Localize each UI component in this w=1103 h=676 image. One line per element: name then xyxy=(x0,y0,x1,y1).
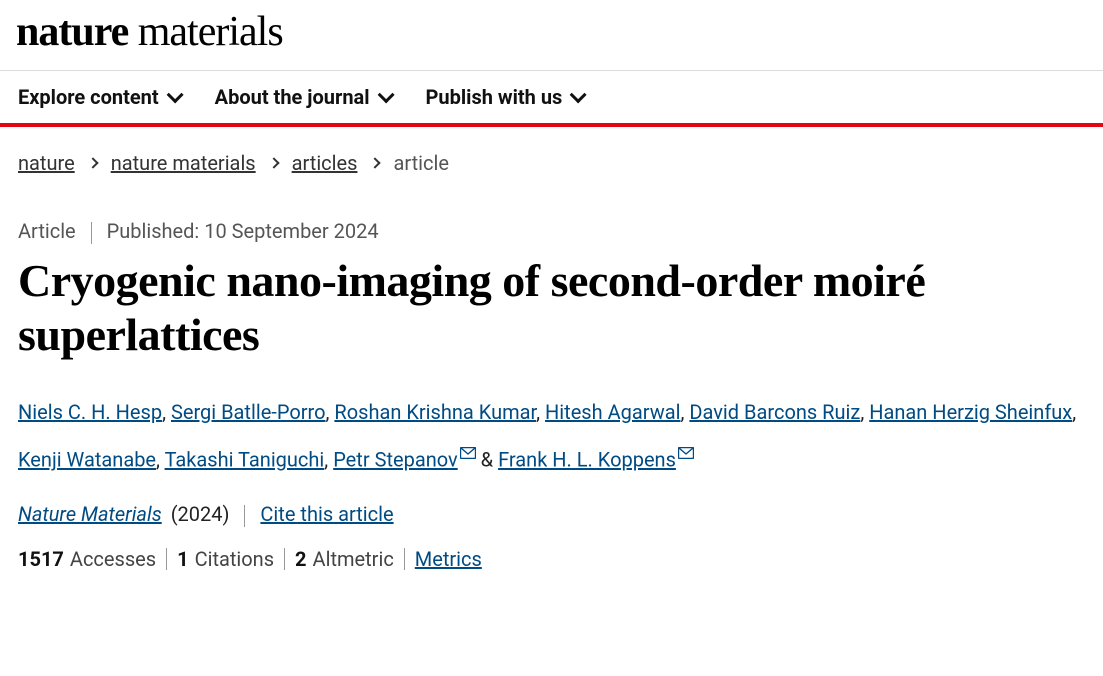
cite-article-link[interactable]: Cite this article xyxy=(260,502,393,526)
mail-icon[interactable] xyxy=(678,432,694,472)
author-link[interactable]: Sergi Batlle-Porro xyxy=(171,400,326,424)
separator xyxy=(244,505,245,527)
chevron-right-icon xyxy=(87,157,98,168)
chevron-right-icon xyxy=(268,157,279,168)
separator xyxy=(404,548,405,570)
breadcrumb: nature nature materials articles article xyxy=(0,127,1103,183)
separator xyxy=(91,222,92,244)
author-link[interactable]: Niels C. H. Hesp xyxy=(18,400,162,424)
author-link[interactable]: Hitesh Agarwal xyxy=(545,400,680,424)
citations-count: 1 xyxy=(177,547,188,571)
breadcrumb-link-nature-materials[interactable]: nature materials xyxy=(111,151,256,175)
brand-bold: nature xyxy=(16,9,128,55)
altmetric-label: Altmetric xyxy=(313,547,394,571)
chevron-right-icon xyxy=(370,157,381,168)
chevron-down-icon xyxy=(166,86,183,103)
journal-name-link[interactable]: Nature Materials xyxy=(18,502,162,526)
author-link[interactable]: Kenji Watanabe xyxy=(18,448,156,472)
citations-label: Citations xyxy=(195,547,274,571)
author-link[interactable]: Hanan Herzig Sheinfux xyxy=(869,400,1072,424)
author-link[interactable]: Frank H. L. Koppens xyxy=(498,448,676,472)
breadcrumb-link-nature[interactable]: nature xyxy=(18,151,75,175)
article-metrics: 1517 Accesses 1 Citations 2 Altmetric Me… xyxy=(0,527,1103,589)
primary-nav: Explore content About the journal Publis… xyxy=(0,71,1103,127)
author-link[interactable]: Takashi Taniguchi xyxy=(165,448,325,472)
chevron-down-icon xyxy=(570,86,587,103)
metrics-link[interactable]: Metrics xyxy=(415,547,482,571)
separator xyxy=(284,548,285,570)
published-date: 10 September 2024 xyxy=(204,219,378,243)
breadcrumb-current: article xyxy=(393,151,449,175)
author-link[interactable]: Petr Stepanov xyxy=(333,448,458,472)
accesses-count: 1517 xyxy=(18,547,64,571)
nav-item-label: Explore content xyxy=(18,85,159,109)
nav-item-label: Publish with us xyxy=(426,85,563,109)
journal-year: (2024) xyxy=(171,502,230,526)
mail-icon[interactable] xyxy=(460,432,476,472)
brand-logo[interactable]: nature materials xyxy=(0,0,1103,70)
nav-item-label: About the journal xyxy=(215,85,370,109)
published-prefix: Published: xyxy=(107,219,205,243)
chevron-down-icon xyxy=(377,86,394,103)
article-type: Article xyxy=(18,219,76,243)
breadcrumb-link-articles[interactable]: articles xyxy=(292,151,358,175)
journal-citation: Nature Materials (2024) Cite this articl… xyxy=(0,480,1103,527)
brand-light: materials xyxy=(128,9,282,55)
author-link[interactable]: David Barcons Ruiz xyxy=(689,400,860,424)
nav-publish-with-us[interactable]: Publish with us xyxy=(426,85,583,109)
accesses-label: Accesses xyxy=(70,547,156,571)
nav-about-journal[interactable]: About the journal xyxy=(215,85,390,109)
author-link[interactable]: Roshan Krishna Kumar xyxy=(334,400,536,424)
article-title: Cryogenic nano-imaging of second-order m… xyxy=(0,244,1103,381)
article-meta: Article Published: 10 September 2024 xyxy=(0,183,1103,244)
nav-explore-content[interactable]: Explore content xyxy=(18,85,179,109)
author-list: Niels C. H. Hesp, Sergi Batlle-Porro, Ro… xyxy=(0,380,1103,480)
separator xyxy=(166,548,167,570)
altmetric-count: 2 xyxy=(295,547,306,571)
